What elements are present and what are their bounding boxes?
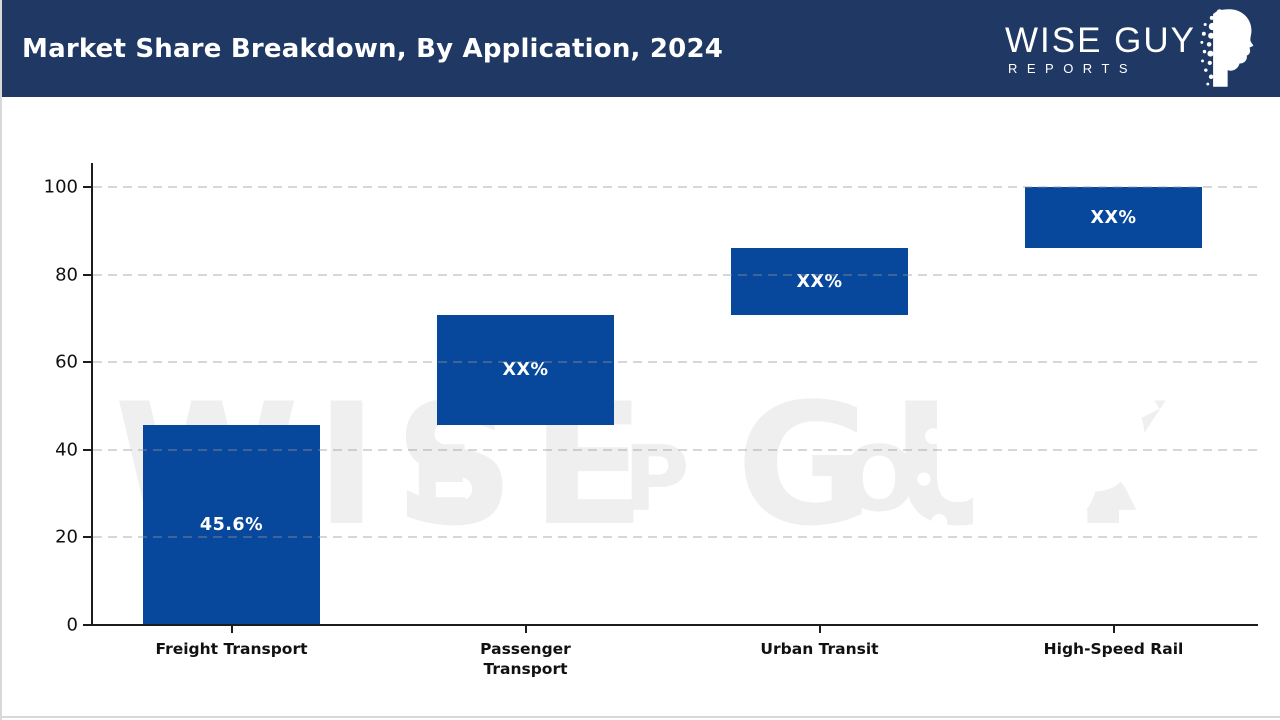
bar-value-label: XX% — [796, 271, 843, 292]
y-axis-tick — [83, 624, 92, 626]
gridline-100 — [93, 186, 1257, 188]
watermark-dot-face-icon — [914, 240, 1160, 599]
footer-divider — [2, 716, 1280, 718]
logo-subtitle: REPORTS — [1007, 61, 1138, 76]
bar-value-label: XX% — [1090, 207, 1137, 228]
bar-urban-transit: XX% — [731, 248, 908, 316]
y-axis-tick-label: 20 — [55, 526, 78, 548]
bar-freight-transport: 45.6% — [143, 425, 320, 625]
x-axis-tick — [1112, 626, 1115, 633]
y-axis-tick-label: 100 — [43, 176, 78, 198]
x-axis-tick — [818, 626, 821, 633]
x-axis-label-freight-transport: Freight Transport — [155, 640, 308, 658]
dot-face-icon — [1200, 8, 1254, 87]
header-bar: Market Share Breakdown, By Application, … — [2, 0, 1280, 97]
wise-guy-reports-logo: WISE GUY REPORTS — [1005, 0, 1264, 97]
y-axis-tick-label: 40 — [55, 439, 78, 461]
bar-high-speed-rail: XX% — [1025, 187, 1202, 249]
gridline-80 — [93, 273, 1257, 276]
x-axis-label-passenger-transport: Passenger Transport — [480, 640, 571, 679]
y-axis-spine — [91, 163, 93, 625]
plot-area: WISE GUY R E P O R T S 02040608010045.6%… — [2, 97, 1280, 720]
y-axis-tick-label: 80 — [55, 264, 78, 286]
gridline-20 — [93, 536, 1257, 539]
bar-value-label: XX% — [502, 360, 549, 381]
y-axis-tick — [83, 536, 92, 539]
y-axis-tick-label: 0 — [66, 614, 78, 636]
gridline-60 — [93, 361, 1257, 364]
chart-title: Market Share Breakdown, By Application, … — [22, 33, 724, 64]
y-axis-tick — [83, 448, 92, 451]
y-axis-tick — [83, 186, 92, 188]
x-axis-label-high-speed-rail: High-Speed Rail — [1043, 640, 1184, 658]
x-axis-tick — [230, 626, 233, 633]
y-axis-tick-label: 60 — [55, 351, 78, 373]
gridline-40 — [93, 448, 1257, 451]
bar-value-label: 45.6% — [199, 515, 264, 536]
y-axis-tick — [83, 273, 92, 276]
x-axis-tick — [524, 626, 527, 633]
x-axis-spine — [91, 624, 1258, 626]
x-axis-label-urban-transit: Urban Transit — [760, 640, 879, 658]
y-axis-tick — [83, 361, 92, 364]
logo-wordmark: WISE GUY — [1004, 21, 1196, 60]
bar-passenger-transport: XX% — [437, 315, 614, 426]
